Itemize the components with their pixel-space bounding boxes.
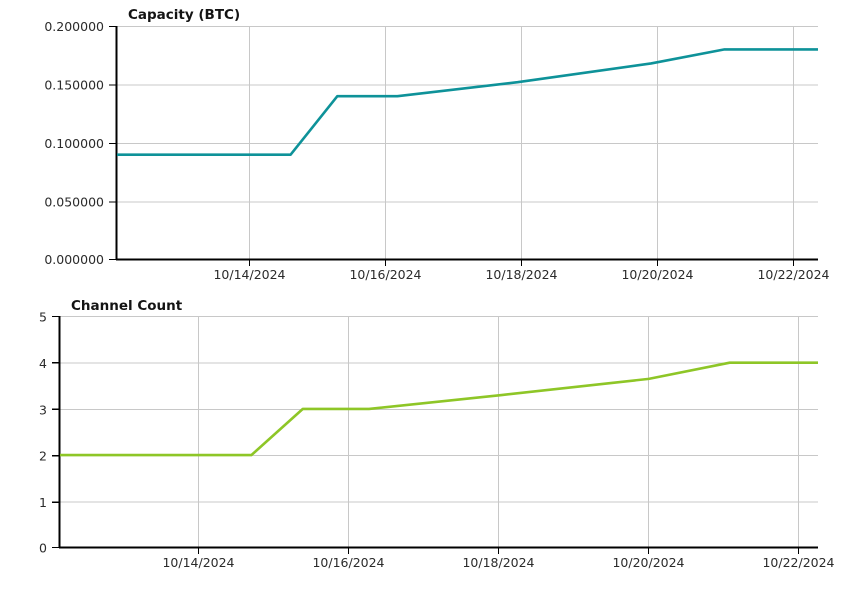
capacity-chart-title: Capacity (BTC) (128, 7, 240, 23)
y-tick-label: 3 (39, 402, 47, 417)
capacity-x-tick-labels: 10/14/2024 10/16/2024 10/18/2024 10/20/2… (213, 267, 829, 282)
channels-y-gridlines (59, 316, 818, 503)
y-tick-label: 0.200000 (44, 19, 104, 34)
y-tick-label: 0 (39, 541, 47, 556)
channels-x-gridlines (198, 316, 799, 548)
channel-count-chart-title: Channel Count (71, 298, 183, 314)
channel-count-chart[interactable]: 5 4 3 2 1 0 10/14/2024 10/16/2024 10/18/… (0, 292, 860, 600)
x-tick-label: 10/20/2024 (612, 555, 684, 570)
capacity-y-gridlines (116, 26, 818, 203)
y-tick-label: 0.100000 (44, 136, 104, 151)
channel-count-chart-panel: 5 4 3 2 1 0 10/14/2024 10/16/2024 10/18/… (0, 292, 860, 600)
x-tick-label: 10/16/2024 (312, 555, 384, 570)
capacity-x-tickmarks (248, 260, 795, 266)
y-tick-label: 0.050000 (44, 195, 104, 210)
channels-x-tick-labels: 10/14/2024 10/16/2024 10/18/2024 10/20/2… (162, 555, 834, 570)
capacity-y-tick-labels: 0.200000 0.150000 0.100000 0.050000 0.00… (44, 19, 104, 267)
capacity-chart[interactable]: 0.200000 0.150000 0.100000 0.050000 0.00… (0, 0, 860, 292)
y-tick-label: 4 (39, 356, 47, 371)
channel-count-series-line (60, 361, 818, 457)
channels-x-tickmarks (197, 548, 800, 554)
capacity-series-line (117, 48, 818, 156)
channels-y-tickmarks (52, 315, 59, 549)
y-tick-label: 0.000000 (44, 252, 104, 267)
x-tick-label: 10/16/2024 (349, 267, 421, 282)
channels-y-tick-labels: 5 4 3 2 1 0 (39, 310, 47, 556)
capacity-x-gridlines (249, 26, 794, 260)
x-tick-label: 10/18/2024 (462, 555, 534, 570)
x-tick-label: 10/20/2024 (621, 267, 693, 282)
x-tick-label: 10/18/2024 (485, 267, 557, 282)
y-tick-label: 1 (39, 495, 47, 510)
x-tick-label: 10/14/2024 (213, 267, 285, 282)
capacity-chart-panel: 0.200000 0.150000 0.100000 0.050000 0.00… (0, 0, 860, 292)
y-tick-label: 5 (39, 310, 47, 325)
x-tick-label: 10/22/2024 (762, 555, 834, 570)
x-tick-label: 10/22/2024 (757, 267, 829, 282)
y-tick-label: 0.150000 (44, 78, 104, 93)
y-tick-label: 2 (39, 449, 47, 464)
capacity-y-tickmarks (109, 25, 116, 261)
x-tick-label: 10/14/2024 (162, 555, 234, 570)
